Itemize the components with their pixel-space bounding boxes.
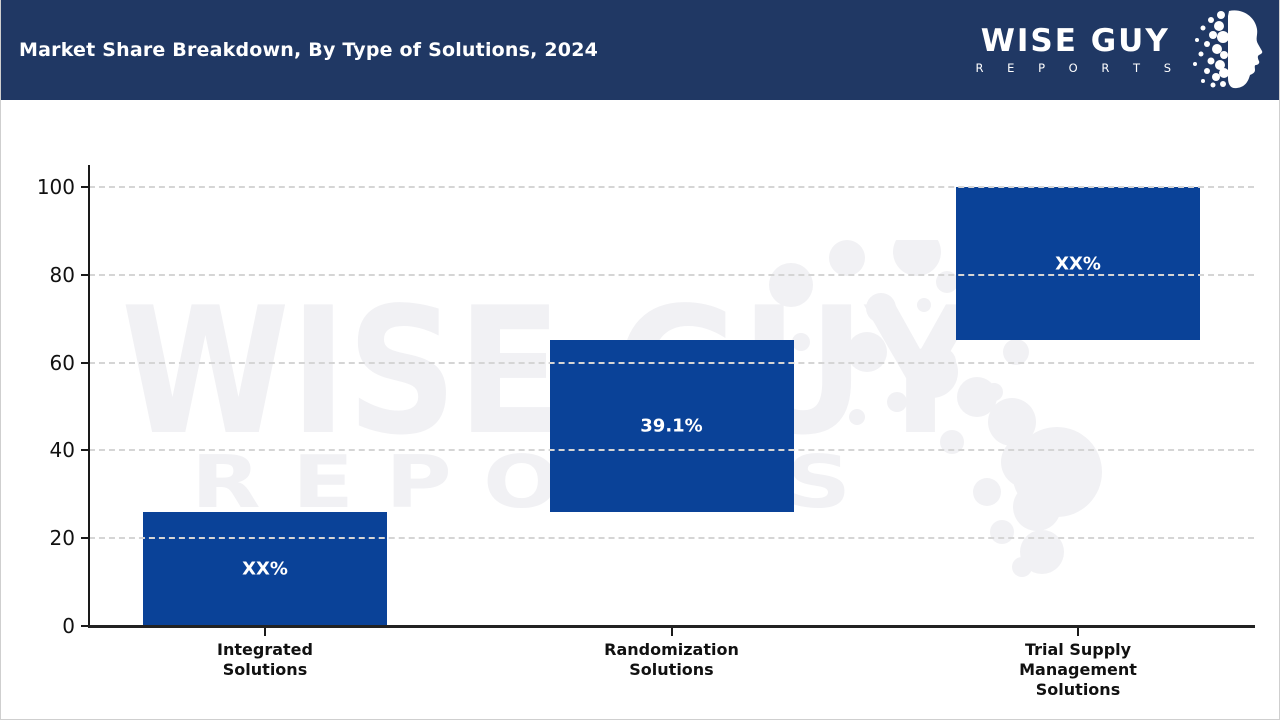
category-label-line: Randomization: [604, 640, 739, 659]
gridline-80: [89, 273, 1254, 276]
x-tick-mark: [670, 628, 673, 636]
y-tick-mark: [81, 537, 89, 540]
logo-subtitle: R E P O R T S: [975, 60, 1181, 75]
header: Market Share Breakdown, By Type of Solut…: [1, 0, 1279, 100]
y-tick-mark: [81, 449, 89, 452]
y-tick-mark: [81, 361, 89, 364]
y-tick-label: 100: [36, 174, 75, 199]
bar-segment: [549, 340, 794, 512]
x-tick-mark: [264, 628, 266, 636]
gridline-60: [89, 361, 1254, 364]
logo-wordmark: WISE GUY: [980, 22, 1170, 59]
category-label: Integrated Solutions: [217, 640, 313, 680]
category-label-line: Trial Supply: [1024, 640, 1132, 659]
bar-value-label: XX%: [242, 558, 288, 580]
logo-head-icon: [1193, 10, 1263, 89]
y-axis-line: [88, 165, 90, 628]
gridline-40: [89, 449, 1254, 452]
y-tick-label: 20: [49, 526, 75, 551]
category-label-line: Integrated: [217, 640, 313, 659]
category-label-line: Solutions: [222, 660, 308, 679]
x-axis-line: [88, 625, 1255, 628]
y-tick-label: 80: [49, 262, 75, 287]
logo-text: WISE GUY R E P O R T S: [970, 22, 1182, 75]
category-label: Randomization Solutions: [604, 640, 739, 680]
category-label-line: Solutions: [1035, 680, 1121, 699]
wise-guy-logo: WISE GUY R E P O R T S: [970, 6, 1268, 94]
y-tick-label: 40: [49, 438, 75, 463]
y-tick-label: 60: [49, 350, 75, 375]
bar-value-label: XX%: [1055, 253, 1101, 275]
bar-value-label: 39.1%: [640, 415, 703, 437]
y-tick-mark: [81, 273, 89, 276]
category-label-line: Management: [1019, 660, 1137, 679]
category-label: Trial Supply Management Solutions: [1019, 640, 1137, 700]
y-tick-label: 0: [62, 614, 75, 638]
bar-segment: [143, 511, 387, 626]
x-tick-mark: [1077, 628, 1079, 636]
category-label-line: Solutions: [629, 660, 714, 679]
chart-title: Market Share Breakdown, By Type of Solut…: [19, 39, 599, 61]
y-tick-mark: [81, 625, 89, 627]
gridline-20: [89, 537, 1254, 540]
gridline-100: [89, 185, 1254, 188]
y-tick-mark: [81, 185, 89, 188]
